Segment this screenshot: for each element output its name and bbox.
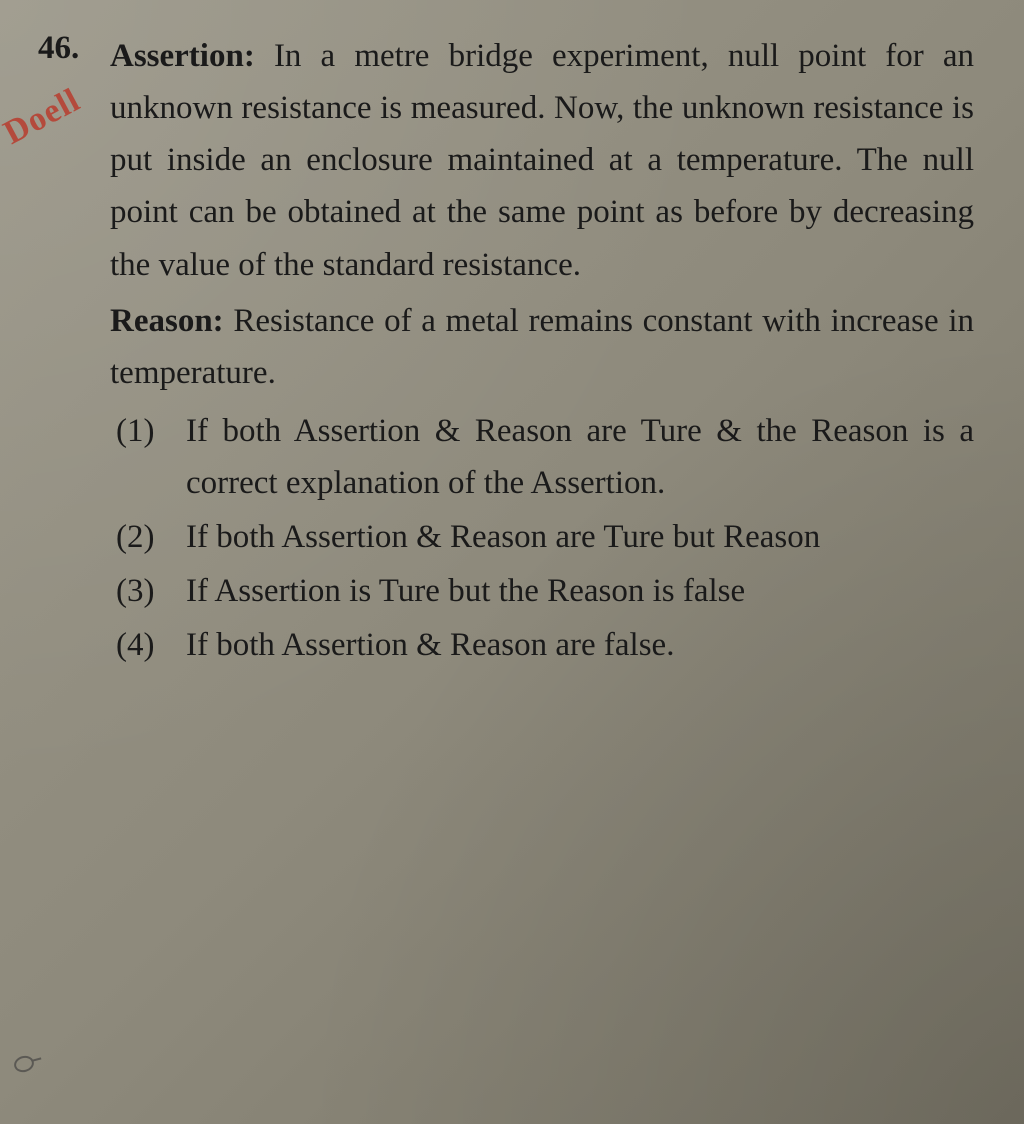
reason-text: Resistance of a metal remains constant w… [110,303,974,391]
assertion-text: In a metre bridge experiment, null point… [110,38,974,283]
option-number: (2) [110,511,186,563]
option-text: If both Assertion & Reason are Ture but … [186,511,974,563]
assertion-label: Assertion: [110,38,255,74]
question-container: Doell 46. Assertion: In a metre bridge e… [30,30,974,674]
option-item: (2) If both Assertion & Reason are Ture … [110,511,974,563]
option-item: (1) If both Assertion & Reason are Ture … [110,405,974,509]
assertion-block: Assertion: In a metre bridge experiment,… [110,30,974,291]
option-number: (1) [110,405,186,509]
option-text: If both Assertion & Reason are Ture & th… [186,405,974,509]
option-number: (4) [110,619,186,671]
option-item: (4) If both Assertion & Reason are false… [110,619,974,671]
option-item: (3) If Assertion is Ture but the Reason … [110,565,974,617]
question-body: Assertion: In a metre bridge experiment,… [110,30,974,674]
option-text: If both Assertion & Reason are false. [186,619,974,671]
options-list: (1) If both Assertion & Reason are Ture … [110,405,974,672]
reason-label: Reason: [110,303,224,339]
option-number: (3) [110,565,186,617]
pencil-mark-icon [12,1054,35,1075]
reason-block: Reason: Resistance of a metal remains co… [110,295,974,399]
option-text: If Assertion is Ture but the Reason is f… [186,565,974,617]
